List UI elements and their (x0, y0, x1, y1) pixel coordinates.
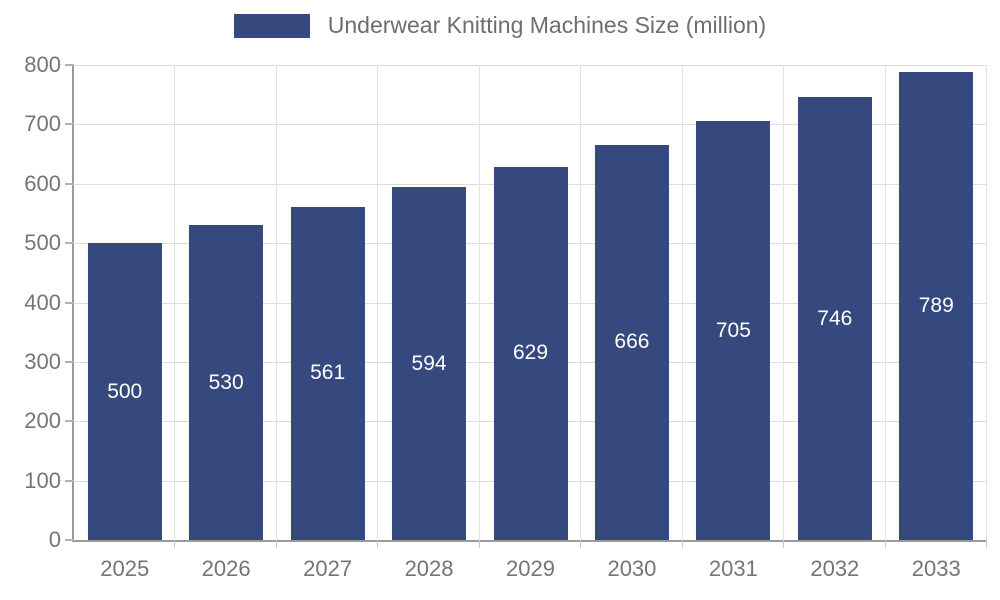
x-axis-tick (783, 540, 785, 548)
x-axis-tick (377, 540, 379, 548)
bar-2026: 530 (189, 225, 264, 540)
y-axis-tick-label: 600 (24, 170, 61, 196)
bar-value-label: 629 (512, 341, 549, 365)
bar-2032: 746 (797, 97, 872, 540)
x-gridline (783, 65, 785, 540)
y-axis-tick-label: 300 (24, 348, 61, 374)
y-axis-tick-label: 200 (24, 408, 61, 434)
bar-2033: 789 (899, 71, 974, 540)
y-axis-tick-label: 0 (48, 527, 61, 552)
x-axis-tick (681, 540, 683, 548)
y-axis-tick-label: 700 (24, 111, 61, 137)
x-axis-tick (986, 540, 987, 548)
legend-label: Underwear Knitting Machines Size (millio… (327, 12, 767, 38)
bar-2028: 594 (392, 187, 467, 540)
y-gridline (74, 124, 987, 126)
bar-value-label: 500 (107, 379, 143, 403)
x-gridline (986, 65, 987, 540)
y-axis-tick (65, 360, 74, 363)
y-axis-tick (65, 479, 74, 482)
x-gridline (275, 65, 277, 540)
y-axis-tick (65, 301, 74, 304)
y-axis-tick-label: 800 (24, 52, 61, 77)
bar-value-label: 561 (310, 361, 346, 385)
bar-value-label: 705 (715, 318, 751, 342)
x-axis-tick-label: 2029 (506, 556, 555, 581)
x-axis-tick-label: 2027 (303, 556, 353, 581)
x-gridline (377, 65, 379, 540)
bar-2031: 705 (696, 121, 771, 540)
legend-swatch (233, 13, 310, 38)
bar-value-label: 789 (918, 293, 954, 317)
x-axis-tick-label: 2030 (607, 556, 657, 581)
bar-value-label: 666 (614, 330, 650, 354)
x-gridline (681, 65, 683, 540)
x-axis-tick-label: 2028 (404, 556, 454, 581)
y-gridline (74, 65, 987, 66)
x-axis-tick (478, 540, 480, 548)
x-gridline (580, 65, 582, 540)
legend: Underwear Knitting Machines Size (millio… (0, 12, 1000, 39)
x-axis-tick-label: 2031 (708, 556, 758, 581)
x-axis-tick (580, 540, 582, 548)
x-axis-tick-label: 2025 (100, 556, 150, 581)
bar-2030: 666 (594, 144, 669, 540)
x-axis-tick-label: 2033 (911, 556, 961, 581)
y-axis-tick (65, 123, 74, 126)
bar-2029: 629 (493, 166, 568, 540)
x-axis-tick (884, 540, 886, 548)
x-axis-tick (275, 540, 277, 548)
y-axis-tick (65, 64, 74, 66)
bar-2027: 561 (290, 206, 365, 540)
x-axis-tick-label: 2032 (810, 556, 860, 581)
y-axis-tick (65, 242, 74, 245)
y-axis-tick-label: 100 (24, 467, 61, 493)
x-gridline (478, 65, 480, 540)
y-axis-tick-label: 500 (24, 230, 61, 256)
y-axis-tick (65, 182, 74, 185)
x-axis-tick-label: 2026 (201, 556, 251, 581)
x-axis-tick (174, 540, 176, 548)
x-gridline (174, 65, 176, 540)
bar-2025: 500 (87, 243, 162, 540)
bar-value-label: 594 (411, 351, 447, 375)
y-axis-tick (65, 539, 74, 541)
y-axis-tick-label: 400 (24, 289, 61, 315)
y-axis-tick (65, 420, 74, 423)
bar-value-label: 530 (208, 370, 244, 394)
bar-value-label: 746 (817, 306, 853, 330)
plot-area: 0 100 200 300 400 500 600 700 800 500 2025 530 2026 5… (24, 52, 987, 581)
x-gridline (884, 65, 886, 540)
